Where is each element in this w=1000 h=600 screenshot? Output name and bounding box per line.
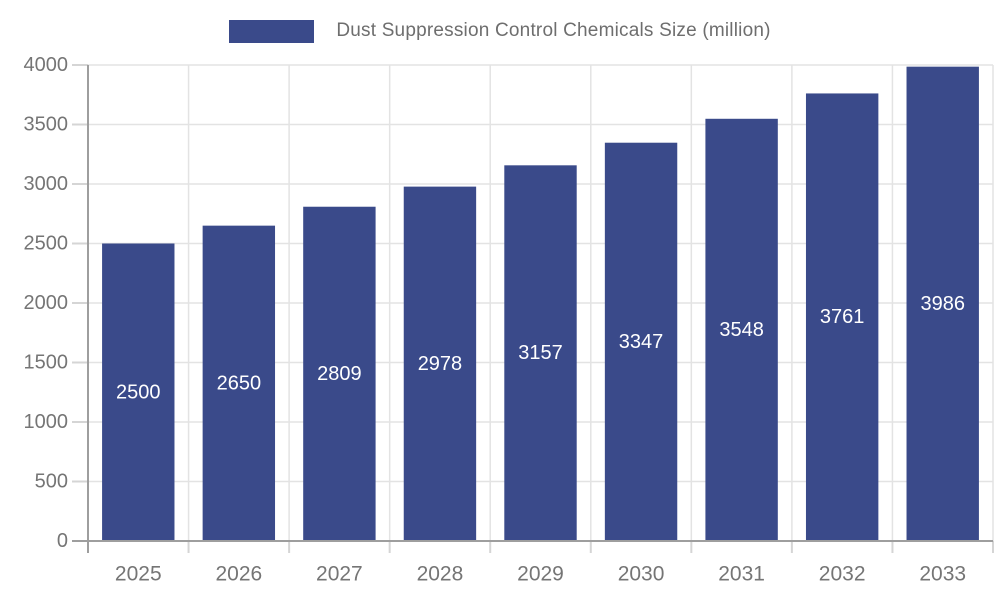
bar-value-label: 3761 [820,306,865,328]
y-tick-label: 1500 [24,352,69,374]
x-tick-label: 2026 [215,563,262,586]
bar-value-label: 2809 [317,363,362,385]
bar-value-label: 3548 [719,319,764,341]
x-tick-label: 2031 [718,563,765,586]
x-tick-label: 2030 [618,563,665,586]
x-tick-label: 2029 [517,563,564,586]
bar-2026[interactable] [202,225,276,541]
bar-2033[interactable] [906,66,979,541]
bar-2032[interactable] [805,93,879,541]
bar-2031[interactable] [705,118,778,542]
y-tick-label: 2000 [24,292,69,314]
bar-value-label: 2650 [217,372,262,394]
bar-2028[interactable] [403,186,477,542]
bar-value-label: 3347 [619,331,664,353]
y-tick-label: 0 [57,530,68,552]
y-tick-label: 500 [35,471,68,493]
y-tick-label: 3500 [24,114,69,136]
legend-label: Dust Suppression Control Chemicals Size … [336,20,771,41]
x-tick-label: 2032 [819,563,866,586]
bar-value-label: 2978 [418,353,463,375]
legend-swatch [229,19,315,43]
bar-2027[interactable] [303,206,376,541]
y-tick-label: 1000 [24,411,69,433]
legend[interactable]: Dust Suppression Control Chemicals Size … [0,17,1000,45]
bar-2025[interactable] [102,243,175,542]
bar-value-label: 2500 [116,381,161,403]
bar-2030[interactable] [604,142,678,541]
y-tick-label: 3000 [24,173,69,195]
bar-2029[interactable] [504,165,577,541]
x-tick-label: 2027 [316,563,363,586]
x-tick-label: 2025 [115,563,162,586]
bar-value-label: 3986 [920,293,965,315]
bar-value-label: 3157 [518,342,563,364]
x-tick-label: 2028 [417,563,464,586]
x-tick-label: 2033 [919,563,966,586]
y-tick-label: 2500 [24,233,69,255]
y-tick-label: 4000 [24,54,69,76]
